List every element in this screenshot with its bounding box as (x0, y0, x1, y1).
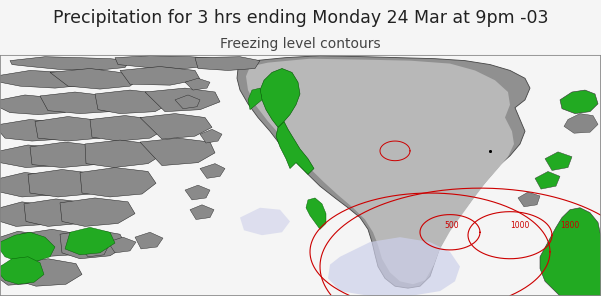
Polygon shape (540, 208, 601, 296)
Polygon shape (40, 92, 120, 114)
Polygon shape (237, 56, 530, 288)
Polygon shape (30, 142, 108, 168)
Polygon shape (560, 90, 598, 114)
Polygon shape (108, 237, 136, 253)
Polygon shape (248, 88, 262, 110)
Polygon shape (0, 120, 72, 141)
Polygon shape (0, 202, 60, 226)
Polygon shape (0, 70, 90, 88)
Polygon shape (185, 185, 210, 200)
Polygon shape (0, 95, 70, 115)
Polygon shape (0, 145, 68, 168)
Polygon shape (24, 199, 96, 226)
Polygon shape (0, 261, 48, 285)
Polygon shape (18, 259, 82, 286)
Polygon shape (195, 57, 260, 70)
Polygon shape (518, 192, 540, 207)
Polygon shape (0, 173, 65, 197)
Polygon shape (306, 198, 326, 229)
Polygon shape (85, 140, 162, 168)
Text: 1800: 1800 (560, 221, 579, 230)
Polygon shape (80, 168, 156, 197)
Polygon shape (10, 57, 130, 70)
Text: Precipitation for 3 hrs ending Monday 24 Mar at 9pm -03: Precipitation for 3 hrs ending Monday 24… (53, 9, 548, 27)
Polygon shape (65, 227, 115, 255)
Polygon shape (140, 138, 215, 165)
Polygon shape (145, 88, 220, 112)
Polygon shape (80, 242, 108, 257)
Polygon shape (28, 170, 103, 197)
Polygon shape (0, 232, 55, 262)
Polygon shape (328, 237, 460, 296)
Text: Freezing level contours: Freezing level contours (220, 37, 381, 51)
Polygon shape (535, 171, 560, 189)
Polygon shape (240, 208, 290, 235)
Polygon shape (260, 68, 300, 127)
Polygon shape (185, 78, 210, 90)
Polygon shape (0, 231, 54, 256)
Polygon shape (95, 90, 172, 114)
Polygon shape (135, 232, 163, 249)
Polygon shape (564, 114, 598, 133)
Polygon shape (190, 205, 214, 220)
Polygon shape (175, 95, 200, 109)
Text: 500: 500 (445, 221, 459, 230)
Polygon shape (200, 129, 222, 143)
Polygon shape (60, 198, 135, 226)
Polygon shape (20, 229, 87, 257)
Polygon shape (140, 114, 212, 139)
Polygon shape (545, 152, 572, 170)
Polygon shape (60, 229, 126, 259)
Polygon shape (50, 68, 140, 89)
Polygon shape (120, 67, 200, 85)
Polygon shape (115, 56, 220, 68)
Polygon shape (90, 115, 165, 141)
Polygon shape (35, 117, 112, 141)
Polygon shape (200, 164, 225, 178)
Polygon shape (276, 121, 314, 174)
Polygon shape (246, 59, 514, 284)
Text: 1000: 1000 (510, 221, 529, 230)
Polygon shape (0, 257, 44, 284)
